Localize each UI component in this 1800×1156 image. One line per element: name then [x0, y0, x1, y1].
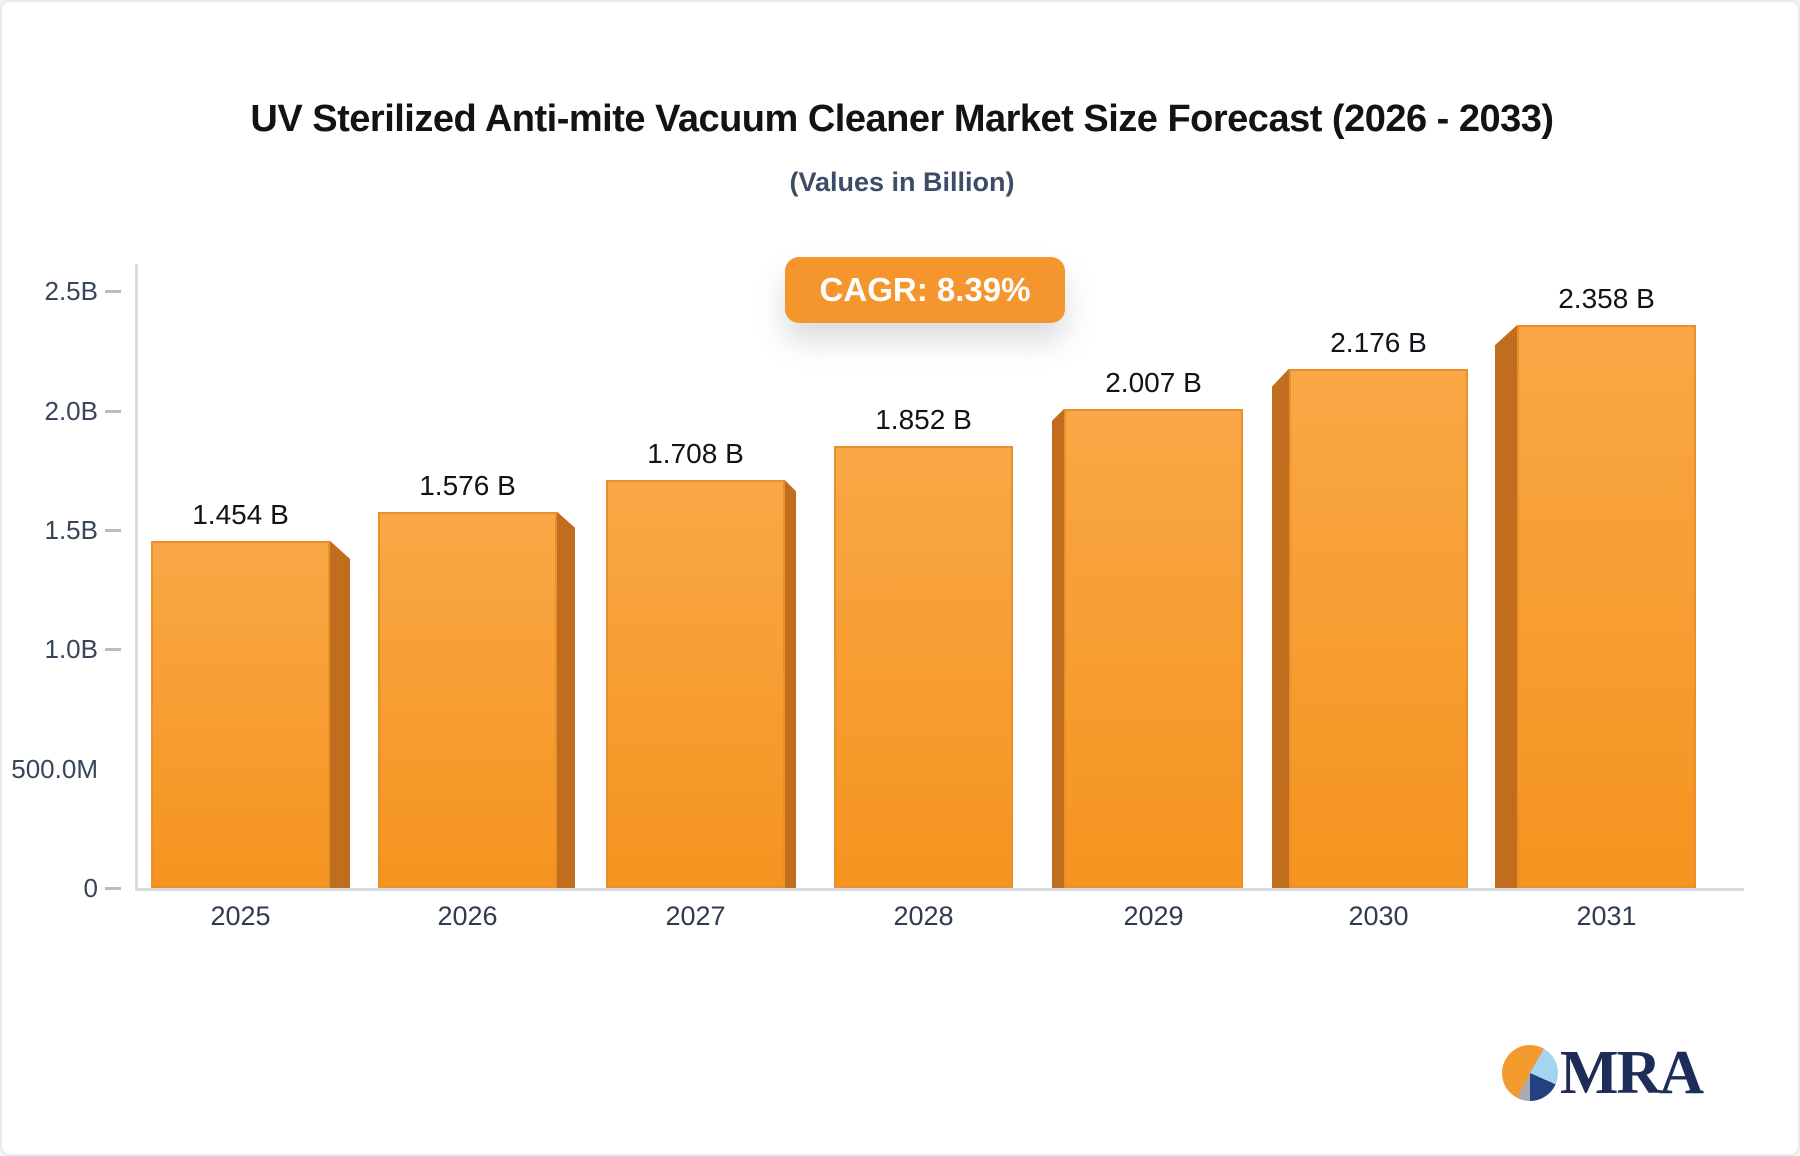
bar-face: [606, 480, 785, 888]
x-axis-label: 2031: [1576, 901, 1637, 931]
cagr-badge: CAGR: 8.39%: [785, 257, 1065, 323]
bar-value-label: 1.454 B: [192, 498, 289, 530]
y-axis-tick-label: 0: [83, 873, 98, 903]
x-axis-line: [135, 888, 1744, 891]
bar-value-label: 2.007 B: [1105, 366, 1202, 398]
y-axis-tick-label: 1.0B: [44, 634, 99, 665]
bar-face: [378, 511, 557, 888]
chart-title: UV Sterilized Anti-mite Vacuum Cleaner M…: [250, 98, 1554, 140]
bar-side: [1272, 368, 1289, 888]
bar-side: [785, 480, 796, 888]
mra-logo: MRA: [1502, 1038, 1712, 1108]
y-axis-tick-dash: [105, 648, 121, 652]
y-axis-tick-label: 1.5B: [44, 514, 99, 545]
y-axis-tick-dash: [105, 528, 121, 532]
x-axis-label: 2029: [1123, 901, 1184, 931]
bar-value-label: 1.852 B: [875, 403, 972, 435]
x-axis-label: 2027: [665, 901, 726, 931]
y-axis-tick-dash: [105, 409, 121, 413]
bar-side: [1052, 408, 1064, 888]
x-axis-label: 2028: [893, 901, 954, 931]
y-axis-line: [135, 264, 138, 891]
y-axis-tick-dash: [105, 290, 121, 294]
y-axis-tick-label: 2.0B: [44, 395, 99, 426]
bar-face: [1517, 325, 1696, 888]
bar-face: [1289, 368, 1468, 888]
y-axis-tick-label: 500.0M: [11, 753, 98, 784]
bar-value-label: 1.576 B: [419, 469, 516, 501]
bar-side: [1495, 325, 1517, 888]
x-axis-label: 2026: [437, 901, 498, 931]
bar-value-label: 2.176 B: [1330, 326, 1427, 358]
bar-side: [330, 540, 350, 888]
y-axis-tick-dash: [105, 887, 121, 890]
pie-chart-logo-icon: [1502, 1045, 1558, 1101]
bar-value-label: 1.708 B: [647, 438, 744, 470]
bar-face: [834, 445, 1013, 888]
bar-side: [557, 511, 575, 888]
x-axis-label: 2030: [1348, 901, 1409, 931]
bar-value-label: 2.358 B: [1558, 283, 1655, 315]
chart-subtitle: (Values in Billion): [789, 167, 1015, 197]
bar-face: [1064, 408, 1243, 888]
y-axis-tick-label: 2.5B: [44, 276, 99, 307]
logo-text: MRA: [1560, 1039, 1704, 1107]
bar-face: [151, 540, 330, 888]
x-axis-label: 2025: [210, 901, 271, 931]
